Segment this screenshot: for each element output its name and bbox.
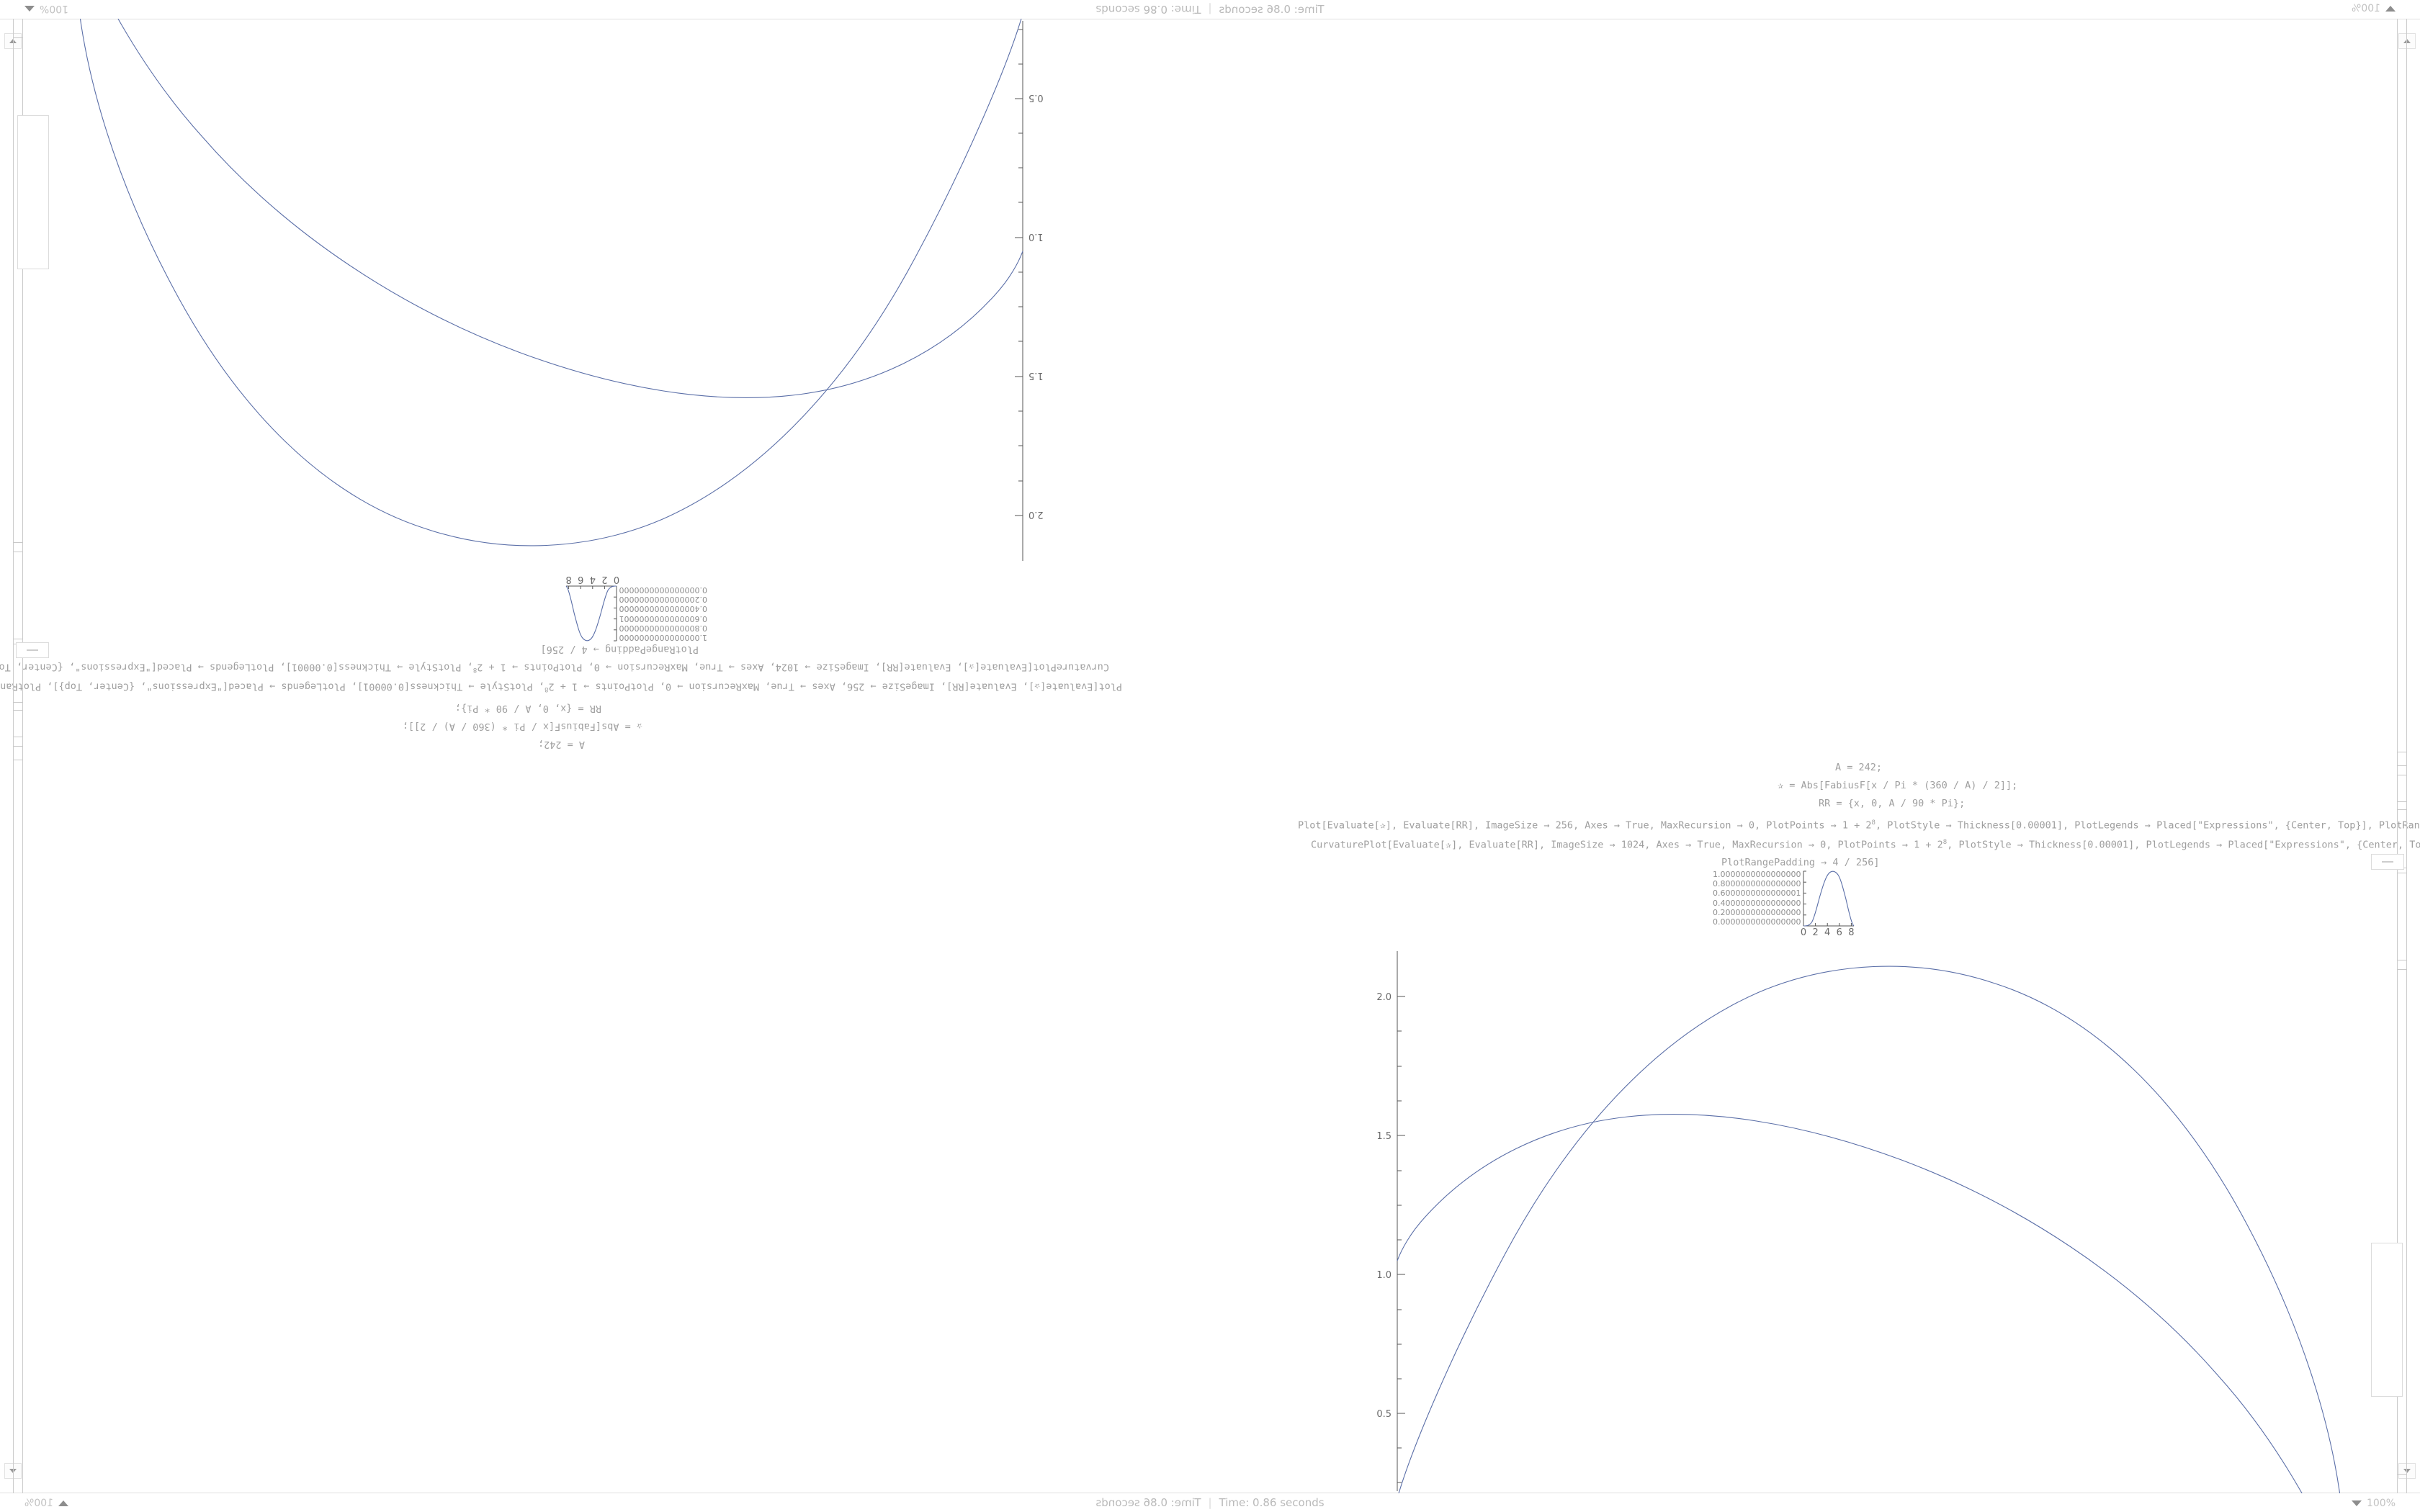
ytick-1.0: 1.0 [1376, 1270, 1392, 1281]
cell-insertion-marker-rotated[interactable] [16, 642, 49, 658]
bottom-status-time: Time: 0.86 seconds [1219, 1496, 1325, 1509]
bottom-status-text: Time: 0.86 seconds | Time: 0.86 seconds [1095, 1496, 1324, 1509]
notebook-copy-rotated: 0.5 1.0 1.5 2.0 1.0000000000000000 0.800… [0, 19, 2420, 1493]
legend-ytick-1: 1.0000000000000000 [1713, 870, 1801, 879]
notebook-canvas[interactable]: 0.5 1.0 1.5 2.0 1.0000000000000000 0.800… [0, 19, 2420, 1493]
zoom-control-top-left[interactable]: 100% [24, 3, 68, 14]
code-line-A[interactable]: A = 242; [1835, 762, 1883, 773]
zoom-level-label: 100% [2366, 1498, 2396, 1509]
ytick-2.0: 2.0 [1376, 992, 1392, 1003]
triangle-up-icon [2403, 39, 2411, 43]
code-line-range[interactable]: RR = {x, 0, A / 90 * Pi}; [1819, 798, 1966, 809]
cell-group-line-inner [2406, 19, 2407, 1493]
zoom-level-label: 100% [24, 1498, 54, 1509]
mini-xtick-2: 2 [1813, 927, 1819, 937]
top-status-text: Time: 0.86 seconds | Time: 0.86 seconds [1095, 3, 1324, 16]
mini-xtick-8: 8 [565, 575, 571, 585]
insertion-line-icon [2382, 861, 2393, 863]
legend-ytick-5: 0.2000000000000000 [619, 595, 707, 605]
zoom-control-top-right[interactable]: 100% [2352, 3, 2396, 14]
code-line-rangepadding-rotated[interactable]: PlotRangePadding → 4 / 256] [540, 644, 699, 655]
code-line-curvatureplot[interactable]: CurvaturePlot[Evaluate[✰], Evaluate[RR],… [1311, 839, 2420, 851]
legend-ytick-6: 0.0000000000000000 [619, 585, 707, 595]
notebook-copy-upright: 0.5 1.0 1.5 2.0 1.0000000000000000 0.800… [0, 19, 2420, 1493]
fabius-mini-plot-group[interactable]: 1.0000000000000000 0.8000000000000000 0.… [1713, 868, 1857, 937]
code-line-plot[interactable]: Plot[Evaluate[✰], Evaluate[RR], ImageSiz… [1298, 819, 2420, 832]
zoom-level-label: 100% [40, 3, 69, 14]
top-status-separator: | [1208, 3, 1212, 16]
fabius-mini-plot-group-rotated[interactable]: 1.0000000000000000 0.8000000000000000 0.… [563, 575, 707, 644]
chevron-down-icon[interactable] [2385, 6, 2396, 12]
cell-selection-box-rotated[interactable] [17, 115, 49, 269]
chevron-up-icon[interactable] [2351, 1500, 2362, 1506]
code-line-A-rotated[interactable]: A = 242; [537, 739, 585, 750]
legend-ytick-4: 0.4000000000000000 [619, 604, 707, 614]
bottom-status-separator: | [1208, 1496, 1212, 1509]
cell-bracket-input-2-rotated [13, 710, 23, 737]
cell-bracket-input-1-rotated [13, 746, 23, 760]
code-line-plot-rotated[interactable]: Plot[Evaluate[✰], Evaluate[RR], ImageSiz… [0, 680, 1122, 693]
code-line-range-rotated[interactable]: RR = {x, 0, A / 90 * Pi}; [454, 703, 601, 714]
ytick-1.5: 1.5 [1028, 370, 1044, 381]
code-line-curvatureplot-rotated[interactable]: CurvaturePlot[Evaluate[✰], Evaluate[RR],… [0, 661, 1109, 674]
triangle-down-icon [2403, 1469, 2411, 1473]
mini-xtick-4: 4 [1825, 927, 1831, 937]
bottom-status-bar: Time: 0.86 seconds | Time: 0.86 seconds [0, 1493, 2420, 1512]
code-line-fabius[interactable]: ✰ = Abs[FabiusF[x / Pi * (360 / A) / 2]]… [1778, 780, 2018, 791]
cell-insertion-marker[interactable] [2371, 854, 2404, 870]
insertion-line-icon [27, 649, 38, 651]
ytick-0.5: 0.5 [1028, 92, 1044, 103]
legend-ytick-5: 0.2000000000000000 [1713, 907, 1801, 917]
scroll-up-button-right[interactable] [2398, 33, 2416, 49]
mini-xtick-2: 2 [601, 575, 607, 585]
mini-xtick-0: 0 [1801, 927, 1806, 937]
mini-plot-legend-rotated: 1.0000000000000000 0.8000000000000000 0.… [619, 585, 707, 644]
zoom-control-bottom-left[interactable]: 100% [24, 1498, 69, 1509]
mini-xtick-6: 6 [1837, 927, 1842, 937]
zoom-control-bottom-right[interactable]: 100% [2351, 1498, 2396, 1509]
zoom-level-label: 100% [2351, 3, 2380, 14]
ytick-2.0: 2.0 [1028, 509, 1044, 520]
curvature-curve [1398, 966, 2341, 1493]
mini-xtick-8: 8 [1849, 927, 1855, 937]
legend-ytick-3: 0.6000000000000001 [619, 613, 707, 624]
top-status-time-mirrored: Time: 0.86 seconds [1219, 3, 1325, 16]
cell-bracket-output-1-rotated [13, 552, 23, 639]
top-status-time-flipped: Time: 0.86 seconds [1095, 3, 1201, 16]
mini-xtick-0: 0 [613, 575, 619, 585]
code-line-rangepadding[interactable]: PlotRangePadding → 4 / 256] [1721, 857, 1880, 868]
curvature-plot-large-rotated[interactable]: 0.5 1.0 1.5 2.0 [0, 19, 1052, 568]
legend-ytick-1: 1.0000000000000000 [619, 633, 707, 642]
scroll-down-button-right[interactable] [2398, 1463, 2416, 1479]
legend-ytick-2: 0.8000000000000000 [1713, 879, 1801, 889]
top-status-bar: Time: 0.86 seconds | Time: 0.86 seconds [0, 0, 2420, 19]
bottom-status-time-mirrored: Time: 0.86 seconds [1095, 1496, 1201, 1509]
fabius-mini-plot-rotated[interactable]: 0 2 4 6 8 [563, 575, 619, 644]
code-line-fabius-rotated[interactable]: ✰ = Abs[FabiusF[x / Pi * (360 / A) / 2]]… [402, 721, 642, 732]
cell-selection-box-lower[interactable] [2371, 1243, 2403, 1397]
legend-ytick-6: 0.0000000000000000 [1713, 917, 1801, 927]
legend-ytick-3: 0.6000000000000001 [1713, 888, 1801, 899]
legend-ytick-2: 0.8000000000000000 [619, 623, 707, 633]
cell-group-line-outer [2397, 19, 2398, 1493]
cell-bracket-output-2-rotated [13, 37, 23, 543]
chevron-down-icon[interactable] [24, 6, 35, 12]
ytick-0.5: 0.5 [1376, 1409, 1392, 1420]
chevron-up-icon[interactable] [58, 1500, 69, 1506]
mini-xtick-4: 4 [589, 575, 595, 585]
curvature-plot-large[interactable]: 0.5 1.0 1.5 2.0 [1368, 944, 2420, 1493]
legend-ytick-4: 0.4000000000000000 [1713, 898, 1801, 908]
ytick-1.5: 1.5 [1376, 1131, 1392, 1142]
curvature-curve-rotated [79, 19, 1022, 546]
ytick-1.0: 1.0 [1028, 231, 1044, 242]
fabius-mini-plot[interactable]: 0 2 4 6 8 [1801, 868, 1857, 937]
mini-plot-legend: 1.0000000000000000 0.8000000000000000 0.… [1713, 868, 1801, 927]
mini-xtick-6: 6 [578, 575, 583, 585]
